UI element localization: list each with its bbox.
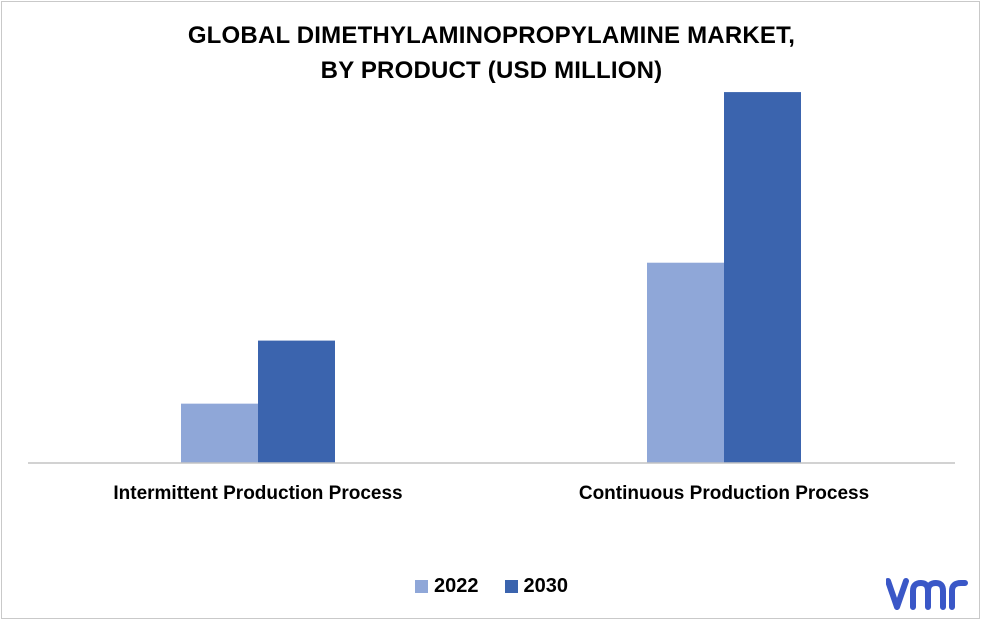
chart-title-line-1: GLOBAL DIMETHYLAMINOPROPYLAMINE MARKET, — [187, 22, 796, 49]
category-label-intermittent: Intermittent Production Process — [113, 483, 402, 504]
bar-continuous-2022 — [647, 262, 724, 463]
chart-title-line-2: BY PRODUCT (USD MILLION) — [320, 57, 663, 84]
bar-intermittent-2030 — [258, 340, 335, 463]
legend: 2022 2030 — [0, 575, 983, 598]
legend-label-2030: 2030 — [523, 575, 569, 597]
bar-intermittent-2022 — [181, 403, 258, 463]
legend-label-2022: 2022 — [434, 575, 479, 597]
category-label-continuous: Continuous Production Process — [579, 483, 869, 504]
legend-swatch-2022 — [415, 580, 428, 593]
legend-swatch-2030 — [504, 580, 518, 593]
legend-item-2030: 2030 — [504, 575, 569, 598]
bar-continuous-2030 — [724, 92, 801, 463]
bars-group — [181, 92, 801, 463]
vmr-logo-icon — [886, 578, 968, 610]
legend-item-2022: 2022 — [415, 575, 479, 598]
